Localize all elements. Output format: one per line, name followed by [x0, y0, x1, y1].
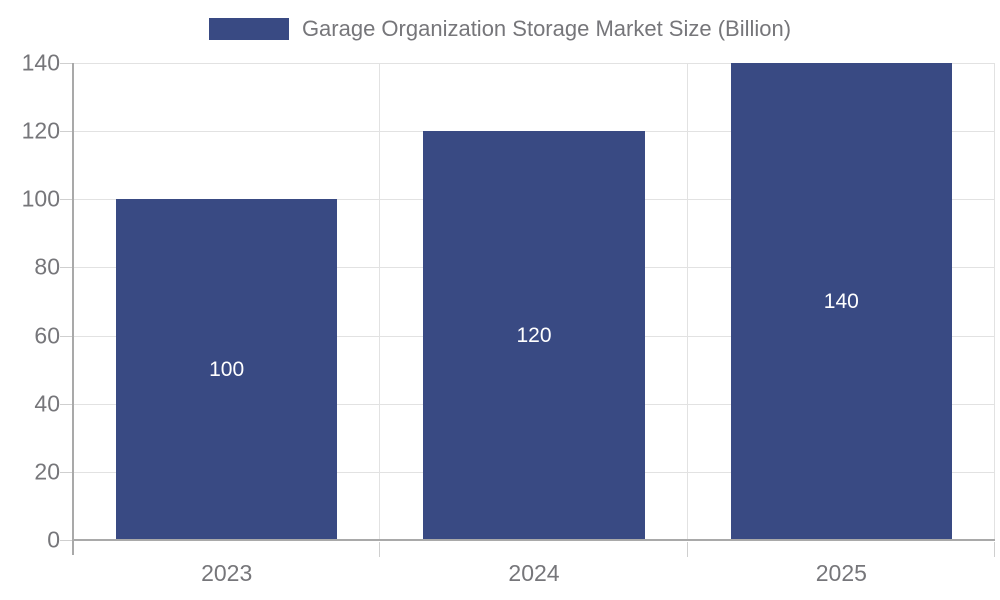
y-axis-label: 20	[34, 458, 60, 485]
y-axis-label: 60	[34, 322, 60, 349]
gridline-vertical	[994, 63, 995, 540]
y-axis-label: 100	[21, 185, 60, 212]
y-axis-label: 120	[21, 117, 60, 144]
x-axis-label-2024: 2024	[508, 560, 560, 586]
y-tick	[60, 471, 73, 473]
y-tick	[60, 403, 73, 405]
y-axis-label: 40	[34, 390, 60, 417]
gridline-horizontal	[73, 63, 995, 64]
x-axis-label-2023: 2023	[201, 560, 253, 586]
gridline-vertical	[686, 63, 688, 540]
legend-swatch-icon	[208, 18, 289, 40]
x-axis-line	[73, 539, 995, 541]
plot-area: 0 20 40 60 80 100 120 140 100 2023 120 2024 140 2025	[22, 51, 995, 585]
gridline-vertical	[379, 63, 381, 540]
bar-2025[interactable]: 140	[730, 63, 952, 540]
y-axis-label: 80	[34, 253, 60, 280]
x-tick	[686, 542, 688, 557]
y-axis-line	[72, 63, 74, 555]
bar-2024[interactable]: 120	[423, 131, 645, 540]
y-axis-label: 140	[21, 49, 60, 76]
x-tick	[994, 542, 995, 557]
y-tick	[60, 131, 73, 133]
bar-value-label: 120	[516, 323, 552, 347]
bar-value-label: 100	[209, 357, 245, 381]
y-tick	[60, 335, 73, 337]
y-axis-label: 0	[47, 526, 60, 553]
bar-2023[interactable]: 100	[116, 199, 338, 540]
x-axis-label-2025: 2025	[815, 560, 867, 586]
y-tick	[60, 540, 73, 541]
y-tick	[60, 267, 73, 269]
bar-value-label: 140	[823, 289, 859, 313]
legend-label: Garage Organization Storage Market Size …	[301, 16, 792, 41]
y-tick	[60, 63, 73, 64]
chart-legend[interactable]: Garage Organization Storage Market Size …	[0, 16, 1000, 42]
y-tick	[60, 199, 73, 201]
x-tick	[379, 542, 381, 557]
